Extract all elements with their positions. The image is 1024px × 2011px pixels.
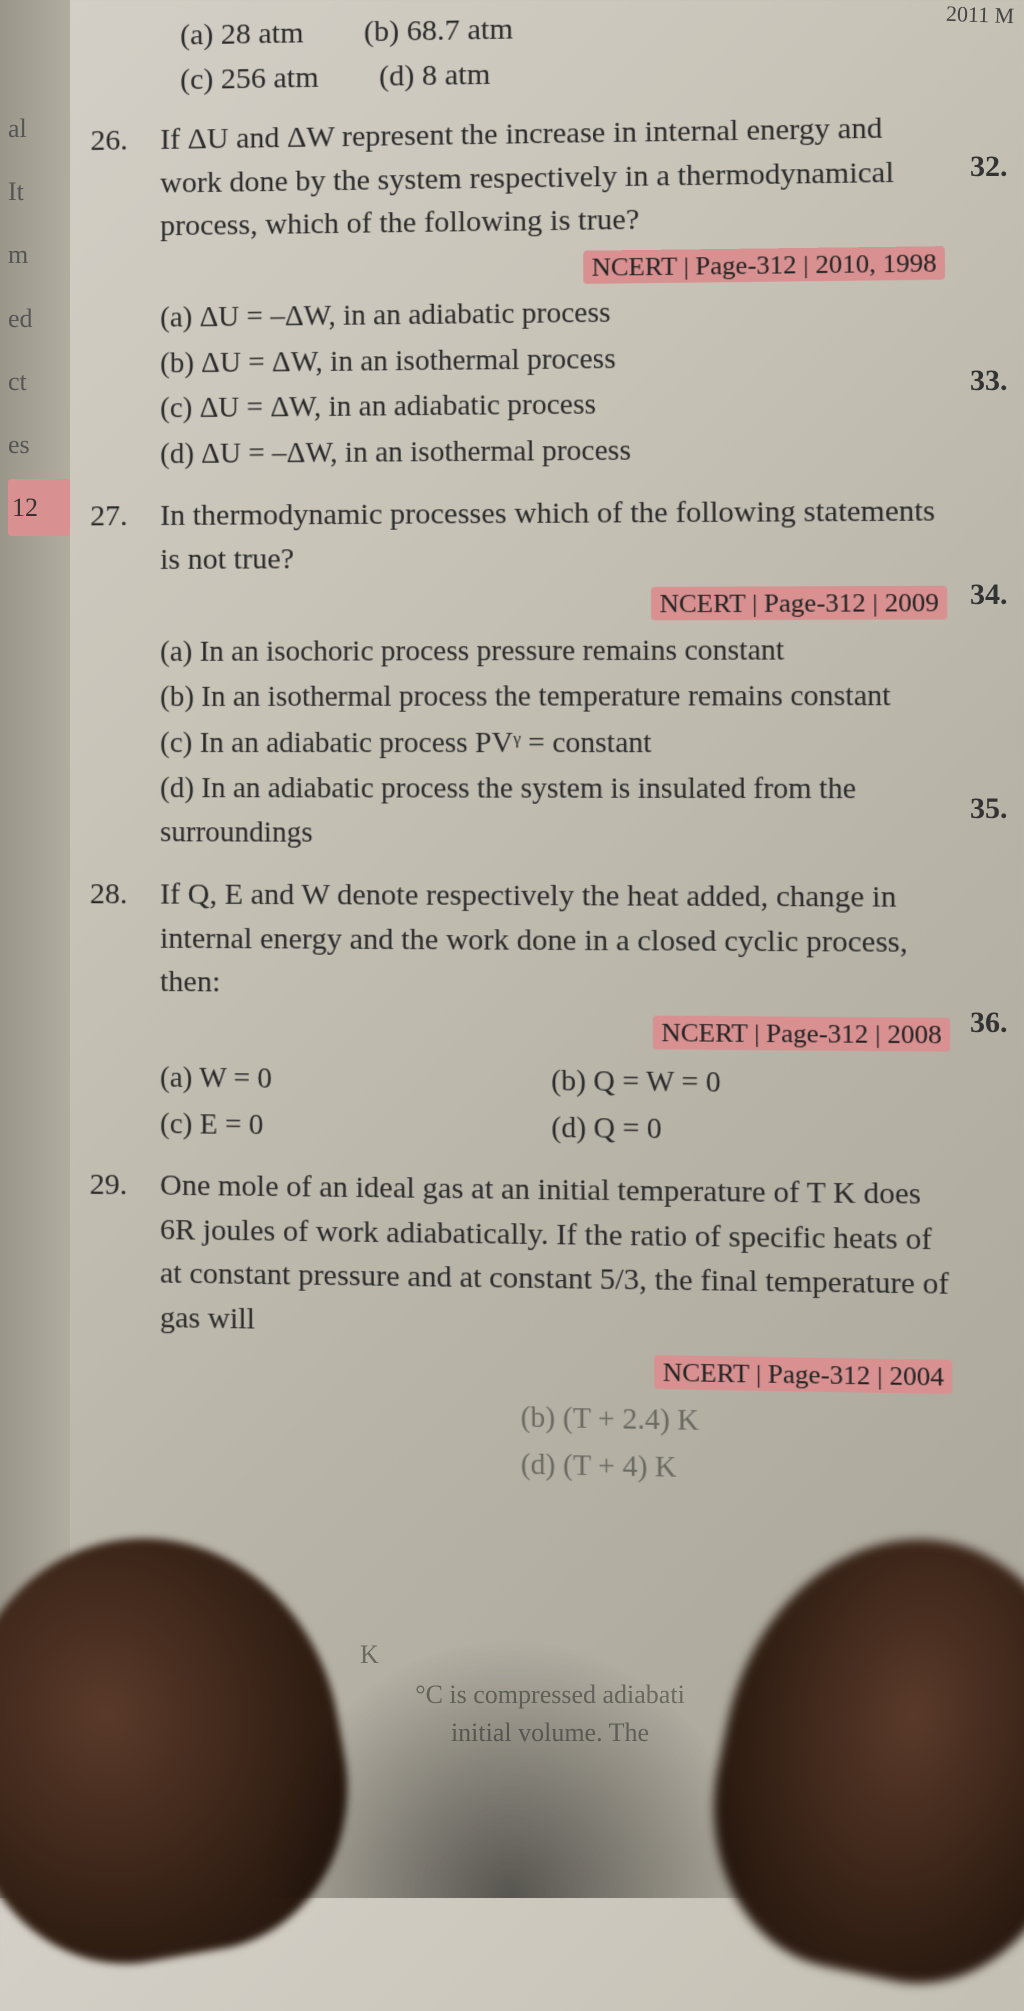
option-b: (b) Q = W = 0 — [551, 1057, 950, 1108]
margin-frag: It — [8, 163, 70, 220]
ncert-ref: NCERT | Page-312 | 2008 — [160, 1010, 950, 1054]
q28-options: (a) W = 0 (b) Q = W = 0 (c) E = 0 (d) Q … — [160, 1054, 951, 1156]
option-a: (a) 28 atm — [180, 11, 303, 58]
ncert-ref: NCERT | Page-312 | 2004 — [160, 1346, 953, 1397]
option-c: (c) E = 0 — [160, 1101, 551, 1152]
page-content: (a) 28 atm (b) 68.7 atm (c) 256 atm (d) … — [79, 0, 984, 1509]
bottom-shadow — [260, 1638, 760, 1898]
option-a: (a) W = 0 — [160, 1054, 551, 1104]
question-number: 26. — [90, 118, 160, 479]
option-b: (b) (T + 2.4) K — [520, 1401, 699, 1437]
ncert-tag: NCERT | Page-312 | 2010, 1998 — [583, 246, 945, 284]
question-number: 28. — [90, 873, 160, 1148]
option-b: (b) In an isothermal process the tempera… — [160, 675, 948, 720]
option-d: (d) In an adiabatic process the system i… — [160, 767, 949, 857]
question-26: 26. If ΔU and ΔW represent the increase … — [90, 105, 946, 478]
question-text: If ΔU and ΔW represent the increase in i… — [160, 105, 945, 247]
margin-frag: 12 — [8, 479, 70, 536]
q26-options: (a) ΔU = –ΔW, in an adiabatic process (b… — [160, 288, 946, 476]
margin-frag: ed — [8, 290, 70, 347]
option-a: (a) In an isochoric process pressure rem… — [160, 628, 948, 674]
q29-options: (b) (T + 2.4) K (d) (T + 4) K — [160, 1390, 953, 1496]
option-d: (d) (T + 4) K — [521, 1448, 677, 1484]
margin-frag: ct — [8, 353, 70, 410]
question-28: 28. If Q, E and W denote respectively th… — [90, 873, 951, 1156]
option-c: (c) 256 atm — [180, 55, 319, 102]
margin-frag: al — [8, 100, 70, 157]
ncert-tag: NCERT | Page-312 | 2009 — [651, 586, 947, 621]
question-27: 27. In thermodynamic processes which of … — [90, 489, 949, 859]
ncert-tag: NCERT | Page-312 | 2004 — [654, 1355, 952, 1394]
question-text: One mole of an ideal gas at an initial t… — [160, 1164, 952, 1352]
option-c: (c) ΔU = ΔW, in an adiabatic process — [160, 380, 946, 431]
question-text: If Q, E and W denote respectively the he… — [160, 873, 950, 1010]
q27-options: (a) In an isochoric process pressure rem… — [160, 628, 949, 857]
margin-frag: m — [8, 226, 70, 283]
question-text: In thermodynamic processes which of the … — [160, 489, 947, 581]
option-c: (c) In an adiabatic process PVᵞ = consta… — [160, 721, 948, 765]
question-number: 27. — [90, 494, 160, 856]
ncert-tag: NCERT | Page-312 | 2008 — [653, 1015, 950, 1051]
option-d: (d) ΔU = –ΔW, in an isothermal process — [160, 427, 946, 477]
question-number: 29. — [89, 1163, 160, 1482]
option-d: (d) Q = 0 — [551, 1104, 951, 1155]
option-b: (b) 68.7 atm — [364, 7, 513, 55]
option-a: (a) ΔU = –ΔW, in an adiabatic process — [160, 288, 945, 340]
option-b: (b) ΔU = ΔW, in an isothermal process — [160, 334, 946, 386]
question-29: 29. One mole of an ideal gas at an initi… — [89, 1163, 953, 1498]
ncert-ref: NCERT | Page-312 | 2009 — [160, 584, 947, 625]
ncert-ref: NCERT | Page-312 | 2010, 1998 — [160, 244, 945, 291]
option-d: (d) 8 atm — [379, 52, 490, 99]
margin-frag: es — [8, 416, 70, 473]
